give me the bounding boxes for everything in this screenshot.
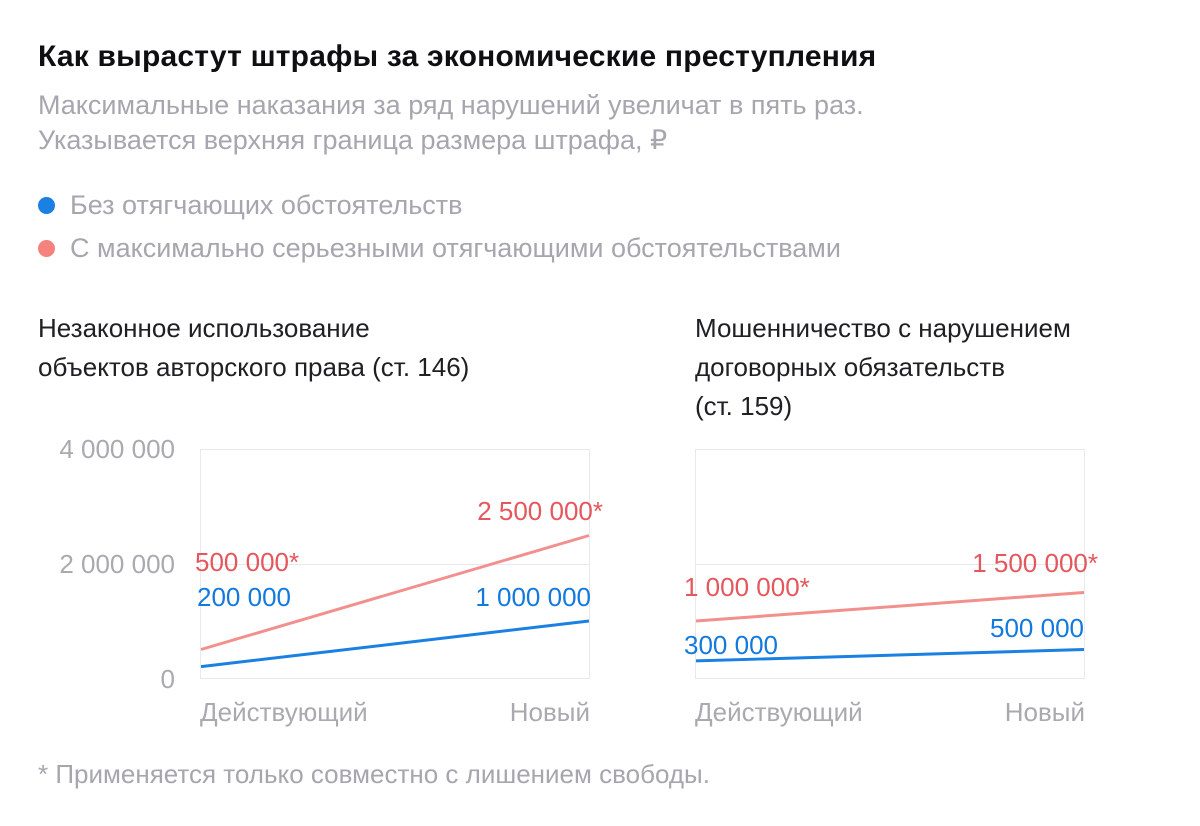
- data-label-red-left: 1 000 000*: [684, 572, 810, 602]
- line-chart-svg: [695, 591, 1085, 663]
- gridline-2m: [201, 564, 589, 565]
- x-tick-new: Новый: [1004, 697, 1085, 727]
- page-title: Как вырастут штрафы за экономические пре…: [38, 40, 877, 73]
- data-label-blue-right: 1 000 000: [475, 582, 591, 612]
- y-tick-4m: 4 000 000: [59, 434, 175, 464]
- line-basic: [200, 619, 590, 669]
- data-label-red-right: 1 500 000*: [972, 548, 1098, 578]
- chart-body: 4 000 000 2 000 000 0 500 000* 200 000 2…: [38, 436, 603, 692]
- data-label-blue-left: 300 000: [684, 630, 778, 660]
- x-axis: Действующий Новый: [200, 697, 590, 728]
- legend-dot-red-icon: [38, 239, 55, 257]
- legend-dot-blue-icon: [38, 196, 55, 214]
- line-chart-svg: [200, 534, 590, 669]
- chart-title-line: договорных обязательств: [695, 352, 1006, 382]
- y-axis: 4 000 000 2 000 000 0: [38, 436, 200, 692]
- subtitle-line-1: Максимальные наказания за ряд нарушений …: [38, 90, 864, 120]
- subtitle: Максимальные наказания за ряд нарушений …: [38, 88, 1200, 158]
- legend: Без отягчающих обстоятельств С максималь…: [38, 188, 1200, 265]
- gridline-2m: [696, 564, 1084, 565]
- subtitle-line-2: Указывается верхняя граница размера штра…: [38, 125, 668, 155]
- chart-title-line: Мошенничество с нарушением: [695, 313, 1071, 343]
- legend-label-aggravated: С максимально серьезными отягчающими обс…: [70, 233, 841, 263]
- line-basic: [695, 648, 1085, 663]
- legend-item-aggravated: С максимально серьезными отягчающими обс…: [38, 231, 1200, 265]
- chart-copyright: Незаконное использование объектов авторс…: [38, 309, 603, 728]
- chart-title-line: Незаконное использование: [38, 313, 370, 343]
- x-tick-current: Действующий: [695, 697, 863, 727]
- x-tick-new: Новый: [509, 697, 590, 727]
- legend-item-basic: Без отягчающих обстоятельств: [38, 188, 1200, 222]
- chart-fraud: Мошенничество с нарушением договорных об…: [684, 309, 1098, 728]
- charts-row: Незаконное использование объектов авторс…: [38, 309, 1200, 728]
- chart-title-line: (ст. 159): [695, 391, 793, 421]
- footnote: * Применяется только совместно с лишение…: [38, 759, 710, 789]
- plot-area-copyright: 500 000* 200 000 2 500 000* 1 000 000: [195, 449, 603, 679]
- y-tick-2m: 2 000 000: [59, 549, 175, 579]
- y-tick-zero: 0: [160, 664, 175, 694]
- legend-label-basic: Без отягчающих обстоятельств: [70, 190, 463, 220]
- x-axis: Действующий Новый: [695, 697, 1085, 728]
- chart-copyright-title: Незаконное использование объектов авторс…: [38, 309, 590, 449]
- chart-body: 1 000 000* 300 000 1 500 000* 500 000: [684, 449, 1098, 679]
- chart-title-line: объектов авторского права (ст. 146): [38, 352, 470, 382]
- plot-area-fraud: 1 000 000* 300 000 1 500 000* 500 000: [684, 449, 1098, 679]
- chart-fraud-title: Мошенничество с нарушением договорных об…: [695, 309, 1085, 449]
- data-label-red-left: 500 000*: [195, 547, 300, 577]
- data-label-blue-right: 500 000: [990, 613, 1084, 643]
- line-aggravated: [200, 534, 590, 651]
- data-label-red-right: 2 500 000*: [477, 496, 603, 526]
- x-tick-current: Действующий: [200, 697, 368, 727]
- data-label-blue-left: 200 000: [197, 582, 291, 612]
- line-aggravated: [695, 591, 1085, 623]
